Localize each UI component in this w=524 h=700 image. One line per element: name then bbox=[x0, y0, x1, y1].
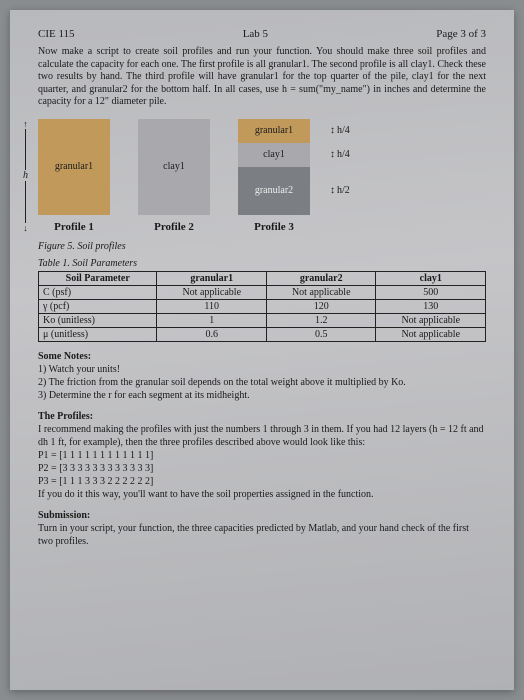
p3-seg-granular1: granular1 bbox=[238, 119, 310, 143]
th-g1: granular1 bbox=[157, 271, 267, 285]
frac-h4b: h/4 bbox=[337, 149, 350, 160]
table-caption: Table 1. Soil Parameters bbox=[38, 258, 486, 269]
p1-label: Profile 1 bbox=[54, 221, 94, 233]
profile-def-2: P2 = [3 3 3 3 3 3 3 3 3 3 3 3] bbox=[38, 463, 153, 474]
profiles-body: I recommend making the profiles with jus… bbox=[38, 424, 484, 448]
profile-3: granular1 clay1 granular2 Profile 3 bbox=[238, 119, 310, 233]
note-2: 2) The friction from the granular soil d… bbox=[38, 377, 406, 388]
th-g2: granular2 bbox=[266, 271, 376, 285]
submission-body: Turn in your script, your function, the … bbox=[38, 523, 469, 547]
p1-seg-granular1: granular1 bbox=[38, 119, 110, 215]
notes-section: Some Notes: 1) Watch your units! 2) The … bbox=[38, 350, 486, 402]
profiles-section: The Profiles: I recommend making the pro… bbox=[38, 410, 486, 501]
notes-title: Some Notes: bbox=[38, 351, 91, 362]
p2-label: Profile 2 bbox=[154, 221, 194, 233]
profile-def-1: P1 = [1 1 1 1 1 1 1 1 1 1 1 1] bbox=[38, 450, 153, 461]
note-3: 3) Determine the r for each segment at i… bbox=[38, 390, 250, 401]
th-c1: clay1 bbox=[376, 271, 486, 285]
lab-title: Lab 5 bbox=[75, 28, 437, 40]
profile-def-3: P3 = [1 1 1 3 3 3 2 2 2 2 2 2] bbox=[38, 476, 153, 487]
note-1: 1) Watch your units! bbox=[38, 364, 120, 375]
table-row: μ (unitless)0.60.5Not applicable bbox=[39, 327, 486, 341]
submission-title: Submission: bbox=[38, 510, 90, 521]
frac-h4a: h/4 bbox=[337, 125, 350, 136]
page-header: CIE 115 Lab 5 Page 3 of 3 bbox=[38, 28, 486, 40]
figure-caption: Figure 5. Soil profiles bbox=[38, 241, 486, 252]
table-header-row: Soil Parameter granular1 granular2 clay1 bbox=[39, 271, 486, 285]
bracket-icon: ↕ bbox=[330, 185, 337, 196]
profile-2: clay1 Profile 2 bbox=[138, 119, 210, 233]
p2-seg-clay1: clay1 bbox=[138, 119, 210, 215]
profile-1: ↑ h ↓ granular1 Profile 1 bbox=[38, 119, 110, 233]
p3-seg-clay1: clay1 bbox=[238, 143, 310, 167]
table-row: C (psf)Not applicableNot applicable500 bbox=[39, 285, 486, 299]
bracket-icon: ↕ bbox=[330, 149, 337, 160]
intro-paragraph: Now make a script to create soil profile… bbox=[38, 46, 486, 109]
table-row: γ (pcf)110120130 bbox=[39, 299, 486, 313]
p3-seg-granular2: granular2 bbox=[238, 167, 310, 215]
page-number: Page 3 of 3 bbox=[436, 28, 486, 40]
profiles-tail: If you do it this way, you'll want to ha… bbox=[38, 489, 374, 500]
submission-section: Submission: Turn in your script, your fu… bbox=[38, 509, 486, 548]
profiles-figure: ↑ h ↓ granular1 Profile 1 clay1 Profile … bbox=[38, 119, 486, 233]
fraction-labels: ↕h/4 ↕h/4 ↕h/2 bbox=[330, 119, 350, 215]
p3-label: Profile 3 bbox=[254, 221, 294, 233]
page: CIE 115 Lab 5 Page 3 of 3 Now make a scr… bbox=[10, 10, 514, 690]
course-code: CIE 115 bbox=[38, 28, 75, 40]
table-row: Ko (unitless)11.2Not applicable bbox=[39, 313, 486, 327]
frac-h2: h/2 bbox=[337, 185, 350, 196]
height-arrow: ↑ h ↓ bbox=[22, 119, 29, 233]
profiles-title: The Profiles: bbox=[38, 411, 93, 422]
soil-parameters-table: Soil Parameter granular1 granular2 clay1… bbox=[38, 271, 486, 342]
th-param: Soil Parameter bbox=[39, 271, 157, 285]
bracket-icon: ↕ bbox=[330, 125, 337, 136]
